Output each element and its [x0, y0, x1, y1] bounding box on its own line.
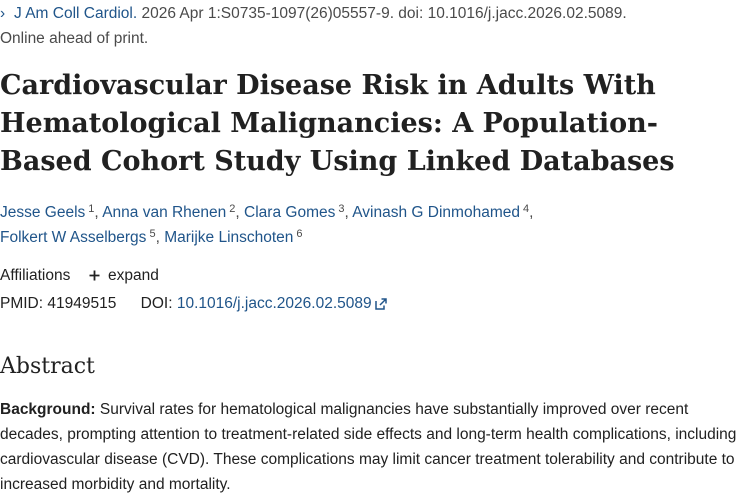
- author-link[interactable]: Marijke Linschoten: [164, 229, 294, 246]
- chevron-right-icon[interactable]: ›: [0, 5, 6, 22]
- plus-icon: [89, 267, 104, 284]
- doi-label: DOI:: [140, 295, 173, 312]
- external-link-icon: [374, 295, 387, 317]
- citation-line: › J Am Coll Cardiol. 2026 Apr 1:S0735-109…: [0, 4, 750, 24]
- affiliations-label: Affiliations: [0, 267, 71, 284]
- citation-details: 2026 Apr 1:S0735-1097(26)05557-9. doi: 1…: [137, 5, 627, 22]
- affiliation-ref[interactable]: 2: [229, 203, 236, 215]
- author-link[interactable]: Clara Gomes: [244, 204, 336, 221]
- abstract-background: Background: Survival rates for hematolog…: [0, 397, 745, 497]
- expand-label: expand: [108, 267, 159, 284]
- author-list: Jesse Geels 1, Anna van Rhenen 2, Clara Go…: [0, 203, 534, 247]
- affiliation-ref[interactable]: 1: [88, 203, 95, 215]
- author-link[interactable]: Avinash G Dinmohamed: [352, 204, 520, 221]
- identifiers-row: PMID: 41949515 DOI: 10.1016/j.jacc.2026.…: [0, 293, 387, 317]
- affiliation-ref[interactable]: 4: [522, 203, 530, 215]
- affiliations-row: Affiliations expand: [0, 265, 159, 287]
- affiliation-ref[interactable]: 6: [296, 228, 303, 240]
- publication-status: Online ahead of print.: [0, 30, 149, 47]
- pmid-label: PMID:: [0, 295, 44, 312]
- background-text: Survival rates for hematological maligna…: [0, 401, 737, 493]
- abstract-heading: Abstract: [0, 354, 95, 379]
- doi-value: 10.1016/j.jacc.2026.02.5089: [176, 295, 372, 312]
- author-link[interactable]: Jesse Geels: [0, 204, 86, 221]
- article-title: Cardiovascular Disease Risk in Adults Wi…: [0, 70, 675, 177]
- pmid-value: 41949515: [47, 295, 117, 312]
- affiliation-ref[interactable]: 5: [149, 228, 156, 240]
- author-link[interactable]: Anna van Rhenen: [102, 204, 227, 221]
- expand-affiliations-button[interactable]: expand: [89, 267, 159, 284]
- background-label: Background:: [0, 401, 96, 418]
- doi-link[interactable]: 10.1016/j.jacc.2026.02.5089: [177, 295, 387, 312]
- author-link[interactable]: Folkert W Asselbergs: [0, 229, 147, 246]
- journal-link[interactable]: J Am Coll Cardiol.: [14, 5, 138, 22]
- affiliation-ref[interactable]: 3: [338, 203, 345, 215]
